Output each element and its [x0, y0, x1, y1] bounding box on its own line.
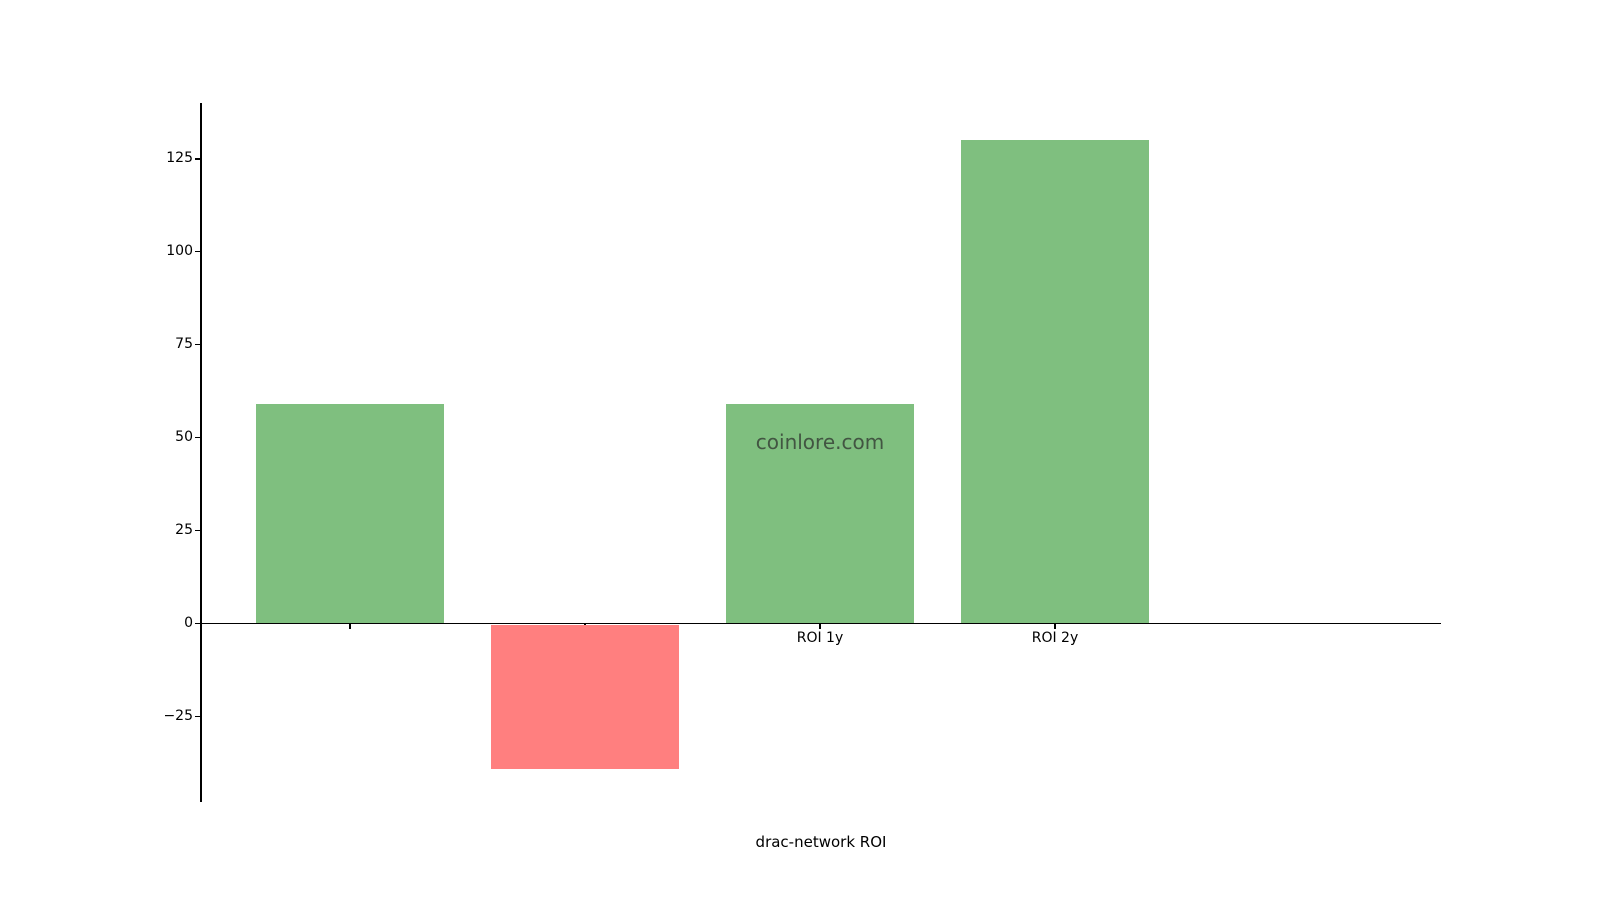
y-tick-mark: [195, 715, 200, 718]
y-tick-mark: [195, 622, 200, 625]
x-tick-mark: [349, 623, 351, 629]
watermark-text: coinlore.com: [755, 430, 885, 454]
y-tick-mark: [195, 343, 200, 346]
bar-roi-1y: [726, 404, 914, 624]
y-tick-label: −25: [163, 707, 193, 724]
y-tick-mark: [195, 436, 200, 439]
y-tick-label: 25: [175, 522, 193, 539]
x-tick-mark: [1054, 623, 1056, 629]
y-tick-mark: [195, 158, 200, 160]
bar-0: [256, 404, 444, 624]
y-tick-label: 100: [166, 243, 193, 260]
x-axis-zero-line: [200, 622, 1441, 624]
x-tick-mark: [819, 623, 821, 629]
bar-roi-2y: [961, 140, 1149, 624]
y-axis-spine: [200, 103, 202, 802]
y-tick-label: 125: [166, 150, 193, 167]
chart-xlabel: drac-network ROI: [755, 833, 887, 851]
y-tick-mark: [195, 250, 200, 253]
y-tick-label: 75: [175, 336, 193, 353]
x-tick-label: ROI 1y: [796, 629, 844, 646]
y-tick-label: 0: [184, 615, 193, 631]
y-tick-mark: [195, 529, 200, 532]
y-tick-label: 50: [175, 429, 193, 446]
bar-1: [491, 624, 679, 770]
x-tick-label: ROI 2y: [1031, 629, 1079, 646]
